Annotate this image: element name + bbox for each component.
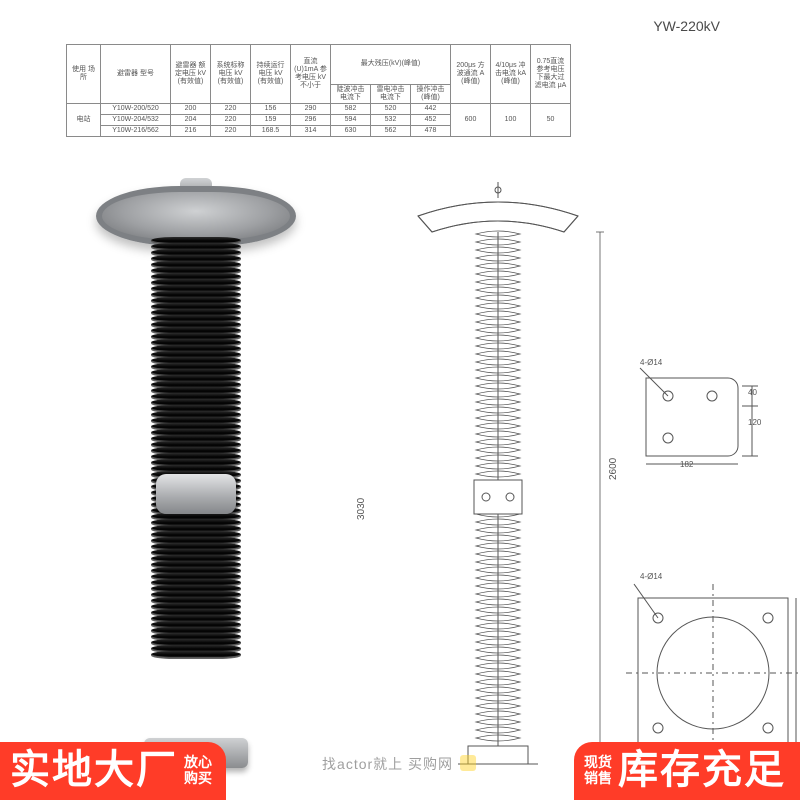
cell: 216 (171, 126, 211, 137)
baseplate-detail: 4-Ø14 (620, 574, 800, 784)
cell: 442 (411, 104, 451, 115)
th-cont: 持续运行 电压 kV (有效值) (251, 45, 291, 104)
cell: 159 (251, 115, 291, 126)
cell: 582 (331, 104, 371, 115)
cell: 50 (531, 104, 571, 137)
cell: 220 (211, 115, 251, 126)
flange-w: 182 (680, 460, 693, 469)
cell: 478 (411, 126, 451, 137)
cell: 532 (371, 115, 411, 126)
cell: Y10W-200/520 (101, 104, 171, 115)
cell: 630 (331, 126, 371, 137)
th-leak: 0.75直流 参考电压 下最大过 滤电流 μA (531, 45, 571, 104)
cell: 290 (291, 104, 331, 115)
dim-overall: 3030 (356, 498, 367, 520)
cell: 156 (251, 104, 291, 115)
cell: 100 (491, 104, 531, 137)
table-row: 电站 Y10W-200/520 200 220 156 290 582 520 … (67, 104, 571, 115)
dim-housing: 2600 (608, 458, 619, 480)
product-title: YW-220kV (653, 18, 720, 34)
flange-h1: 40 (748, 388, 757, 397)
flange-detail: 4-Ø14 40 120 182 (634, 360, 774, 480)
cell: 204 (171, 115, 211, 126)
cell: 594 (331, 115, 371, 126)
th-sys: 系统标称 电压 kV (有效值) (211, 45, 251, 104)
photo-base (144, 738, 248, 768)
cell: Y10W-216/562 (101, 126, 171, 137)
flange-note: 4-Ø14 (640, 358, 662, 367)
cell: 600 (451, 104, 491, 137)
base-note: 4-Ø14 (640, 572, 662, 581)
cell: 314 (291, 126, 331, 137)
cell: 452 (411, 115, 451, 126)
th-resid: 最大残压(kV)(峰值) (331, 45, 451, 85)
cell: 520 (371, 104, 411, 115)
badge-left-small-2: 购买 (184, 770, 212, 786)
flange-h2: 120 (748, 418, 761, 427)
cell: 220 (211, 126, 251, 137)
th-sub-steep: 陡波冲击 电流下 (331, 85, 371, 104)
photo-mid-clamp (156, 474, 236, 514)
th-sub-light: 雷电冲击 电流下 (371, 85, 411, 104)
th-410: 4/10μs 冲击电流 kA (峰值) (491, 45, 531, 104)
cell: 220 (211, 104, 251, 115)
th-200us: 200μs 方波通流 A (峰值) (451, 45, 491, 104)
line-drawing (388, 180, 608, 780)
th-place: 使用 场所 (67, 45, 101, 104)
th-rated: 避雷器 额定电压 kV (有效值) (171, 45, 211, 104)
th-dc: 直流 (U)1mA 参考电压 kV 不小于 (291, 45, 331, 104)
row-label: 电站 (67, 104, 101, 137)
spec-table: 使用 场所 避雷器 型号 避雷器 额定电压 kV (有效值) 系统标称 电压 k… (66, 44, 571, 137)
product-photo (56, 178, 336, 768)
th-model: 避雷器 型号 (101, 45, 171, 104)
cell: Y10W-204/532 (101, 115, 171, 126)
cell: 296 (291, 115, 331, 126)
th-sub-oper: 操作冲击 (峰值) (411, 85, 451, 104)
cell: 562 (371, 126, 411, 137)
cell: 168.5 (251, 126, 291, 137)
cell: 200 (171, 104, 211, 115)
